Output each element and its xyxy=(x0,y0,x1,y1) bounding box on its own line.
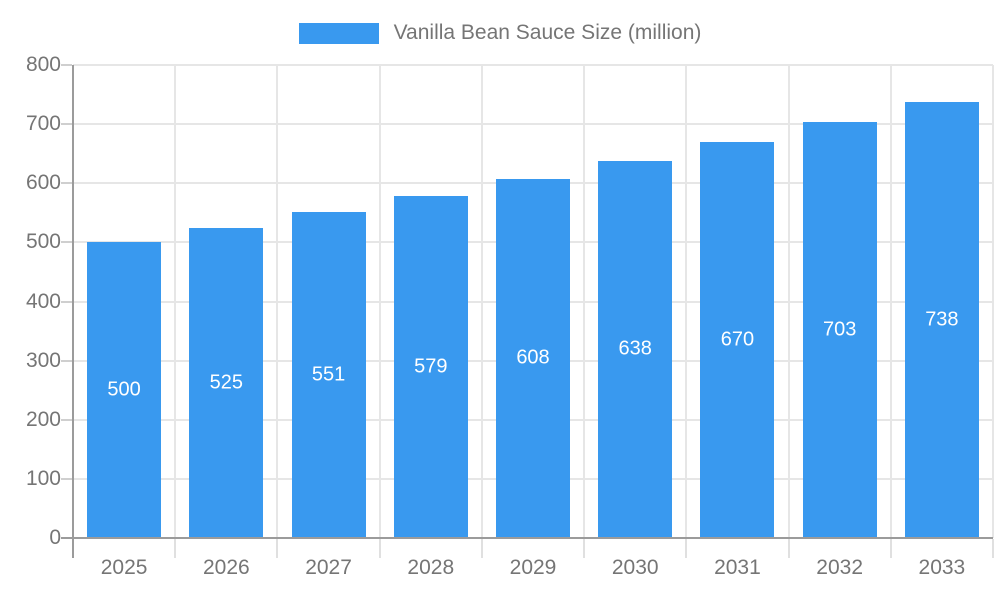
y-axis-line xyxy=(72,65,74,558)
legend: Vanilla Bean Sauce Size (million) xyxy=(0,21,1000,45)
v-gridline xyxy=(685,65,688,538)
x-axis-tick xyxy=(889,539,892,558)
y-axis-tick xyxy=(61,182,72,185)
x-axis-tick xyxy=(992,539,994,558)
h-gridline xyxy=(73,64,993,66)
bar-value-label: 500 xyxy=(107,378,141,401)
y-axis-tick xyxy=(61,241,72,244)
y-axis-tick xyxy=(61,418,72,421)
bar-2030 xyxy=(598,160,673,538)
y-axis-tick-label: 700 xyxy=(25,112,61,136)
y-axis-tick xyxy=(61,300,72,303)
x-axis-tick-label: 2025 xyxy=(100,556,148,579)
x-axis-tick-label: 2030 xyxy=(611,556,659,579)
x-axis-tick xyxy=(276,539,279,558)
bar-2031 xyxy=(700,141,775,538)
bar-2027 xyxy=(291,212,366,538)
legend-swatch xyxy=(298,22,379,44)
x-axis-line xyxy=(61,537,993,539)
x-axis-tick xyxy=(174,539,177,558)
x-axis-tick xyxy=(685,539,688,558)
v-gridline xyxy=(992,65,994,538)
x-axis-tick-label: 2033 xyxy=(918,556,966,579)
plot-area: 500 525 551 579 608 638 670 703 738 xyxy=(61,64,994,558)
v-gridline xyxy=(889,65,892,538)
v-gridline xyxy=(378,65,381,538)
v-gridline xyxy=(480,65,483,538)
bar-2028 xyxy=(393,195,468,538)
y-axis-tick-label: 100 xyxy=(25,466,61,490)
x-axis-tick-label: 2027 xyxy=(305,556,352,579)
bar-value-label: 525 xyxy=(209,371,244,394)
x-axis-tick xyxy=(787,539,790,558)
y-axis-tick-label: 400 xyxy=(25,289,61,313)
x-axis-tick-label: 2028 xyxy=(407,556,455,579)
bar-2032 xyxy=(802,122,877,538)
bar-value-label: 608 xyxy=(516,346,550,369)
h-gridline xyxy=(73,123,993,126)
x-axis-tick xyxy=(480,539,483,558)
bar-2025 xyxy=(87,242,162,538)
y-axis-tick-label: 500 xyxy=(25,230,61,254)
x-axis-tick xyxy=(378,539,381,558)
v-gridline xyxy=(583,65,586,538)
y-axis-tick-label: 200 xyxy=(25,407,61,431)
x-axis-tick-label: 2026 xyxy=(202,556,250,579)
bar-value-label: 579 xyxy=(414,355,448,378)
bar-value-label: 738 xyxy=(925,308,959,331)
y-axis-tick-label: 300 xyxy=(25,348,61,372)
bar-2033 xyxy=(904,101,979,538)
bar-value-label: 670 xyxy=(720,328,755,351)
y-axis-tick-label: 800 xyxy=(25,53,61,76)
y-axis-tick xyxy=(61,64,72,66)
legend-series-label: Vanilla Bean Sauce Size (million) xyxy=(393,21,702,44)
bar-value-label: 703 xyxy=(822,318,857,341)
y-axis-tick-label: 600 xyxy=(25,171,61,195)
y-axis-tick xyxy=(61,359,72,362)
bar-2029 xyxy=(496,178,570,538)
x-axis-tick xyxy=(583,539,586,558)
y-axis-tick-label: 0 xyxy=(49,526,61,549)
bar-2026 xyxy=(189,227,264,538)
v-gridline xyxy=(787,65,790,538)
y-axis-tick xyxy=(61,123,72,126)
v-gridline xyxy=(276,65,279,538)
y-axis-tick xyxy=(61,477,72,480)
bar-value-label: 638 xyxy=(618,337,652,360)
x-axis-tick-label: 2032 xyxy=(816,556,864,579)
bar-value-label: 551 xyxy=(311,363,346,386)
v-gridline xyxy=(174,65,177,538)
x-axis-tick-label: 2031 xyxy=(714,556,761,579)
x-axis-tick-label: 2029 xyxy=(509,556,557,579)
